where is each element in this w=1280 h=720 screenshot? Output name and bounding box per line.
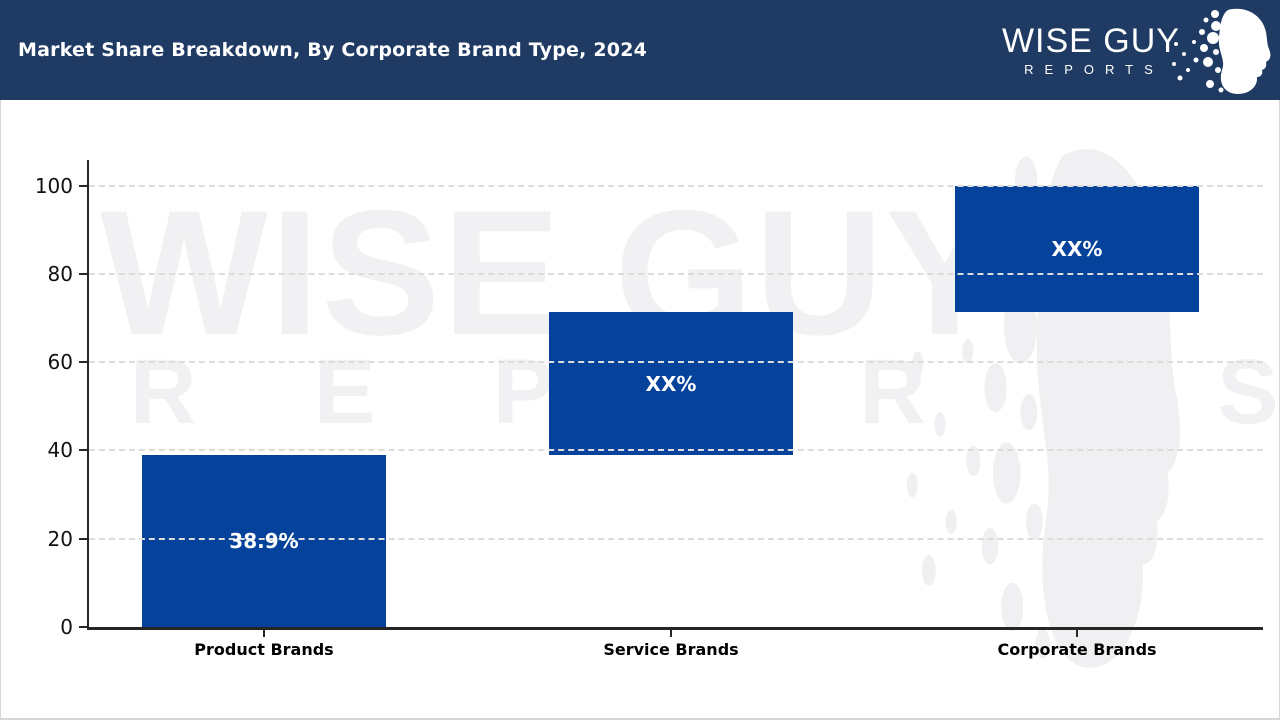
y-tick [79, 184, 87, 187]
gridline [89, 272, 1263, 275]
x-category-label: Service Brands [603, 640, 739, 659]
x-tick [670, 630, 672, 637]
y-tick-label: 60 [47, 350, 73, 375]
y-tick [79, 537, 87, 540]
y-tick [79, 626, 87, 628]
page-title: Market Share Breakdown, By Corporate Bra… [18, 39, 648, 61]
gridline [89, 184, 1263, 187]
bar-value-label: 38.9% [229, 529, 299, 554]
y-tick-label: 80 [47, 261, 73, 286]
bar [142, 455, 386, 627]
x-tick [263, 630, 265, 637]
y-tick [79, 449, 87, 452]
wise-guy-logo: WISE GUY REPORTS [1002, 4, 1280, 96]
y-axis-line [87, 160, 89, 630]
x-category-label: Product Brands [194, 640, 334, 659]
x-tick [1076, 630, 1078, 637]
header-bar: Market Share Breakdown, By Corporate Bra… [0, 0, 1280, 100]
logo-text: WISE GUY REPORTS [1002, 24, 1180, 77]
y-tick [79, 272, 87, 275]
x-axis-line [87, 627, 1263, 630]
logo-subtitle: REPORTS [1024, 61, 1164, 77]
bar [955, 185, 1199, 313]
y-tick [79, 361, 87, 364]
bar [549, 312, 793, 456]
y-tick-label: 40 [47, 438, 73, 463]
gridline [89, 537, 1263, 540]
bar-value-label: XX% [645, 371, 697, 396]
x-category-label: Corporate Brands [997, 640, 1157, 659]
logo-face-icon [1172, 8, 1271, 94]
y-tick-label: 0 [60, 615, 73, 639]
y-tick-label: 20 [47, 526, 73, 551]
bar-value-label: XX% [1051, 236, 1103, 261]
gridline [89, 449, 1263, 452]
logo-wordmark: WISE GUY [1001, 21, 1180, 60]
y-tick-label: 100 [34, 173, 73, 198]
gridline [89, 361, 1263, 364]
